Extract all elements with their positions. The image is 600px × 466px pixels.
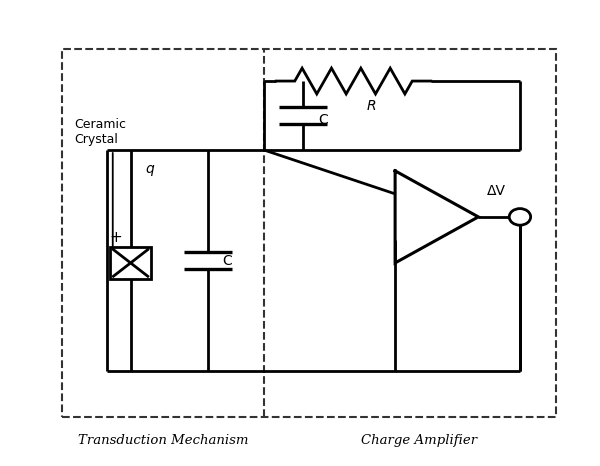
Circle shape [509,209,530,225]
Text: q: q [145,162,154,176]
Text: Ceramic
Crystal: Ceramic Crystal [74,118,126,146]
Bar [62,49,556,417]
Text: C: C [223,254,232,267]
Text: Charge Amplifier: Charge Amplifier [361,434,477,447]
Bar [110,247,151,279]
Text: R: R [367,99,376,114]
Text: Transduction Mechanism: Transduction Mechanism [78,434,248,447]
Text: +: + [109,230,122,245]
Text: ΔV: ΔV [487,185,506,199]
Text: C: C [318,113,328,127]
